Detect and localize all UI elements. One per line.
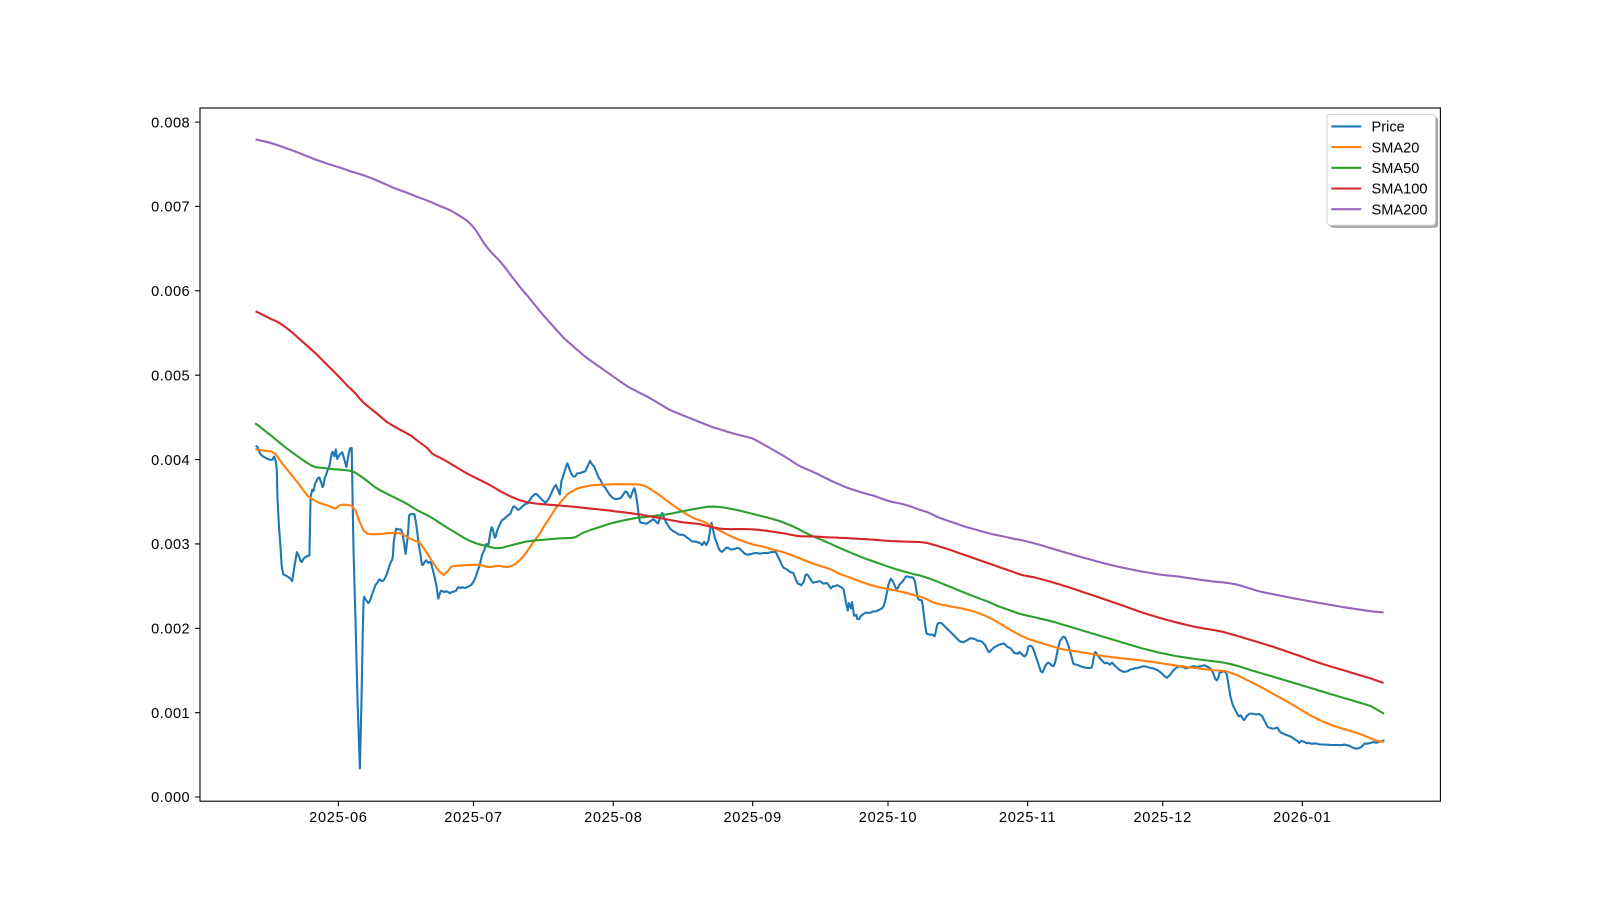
svg-text:0.008: 0.008: [151, 115, 190, 131]
svg-text:2025-10: 2025-10: [859, 810, 917, 826]
svg-text:SMA50: SMA50: [1372, 161, 1420, 177]
svg-text:0.005: 0.005: [151, 368, 190, 384]
svg-text:SMA100: SMA100: [1372, 182, 1428, 198]
svg-text:SMA20: SMA20: [1372, 140, 1420, 156]
svg-text:0.000: 0.000: [151, 790, 190, 806]
svg-text:SMA200: SMA200: [1372, 202, 1428, 218]
svg-text:2025-09: 2025-09: [723, 810, 781, 826]
svg-text:0.003: 0.003: [151, 537, 190, 553]
svg-text:2025-06: 2025-06: [309, 810, 367, 826]
svg-text:0.006: 0.006: [151, 284, 190, 300]
svg-text:2025-11: 2025-11: [999, 810, 1056, 826]
svg-text:2026-01: 2026-01: [1273, 810, 1331, 826]
svg-text:0.004: 0.004: [151, 453, 190, 469]
svg-text:2025-08: 2025-08: [584, 810, 642, 826]
svg-text:0.007: 0.007: [151, 200, 190, 216]
svg-text:2025-07: 2025-07: [444, 810, 502, 826]
svg-text:2025-12: 2025-12: [1133, 810, 1191, 826]
svg-text:0.002: 0.002: [151, 622, 190, 638]
svg-text:Price: Price: [1372, 120, 1405, 136]
svg-text:0.001: 0.001: [151, 706, 190, 722]
